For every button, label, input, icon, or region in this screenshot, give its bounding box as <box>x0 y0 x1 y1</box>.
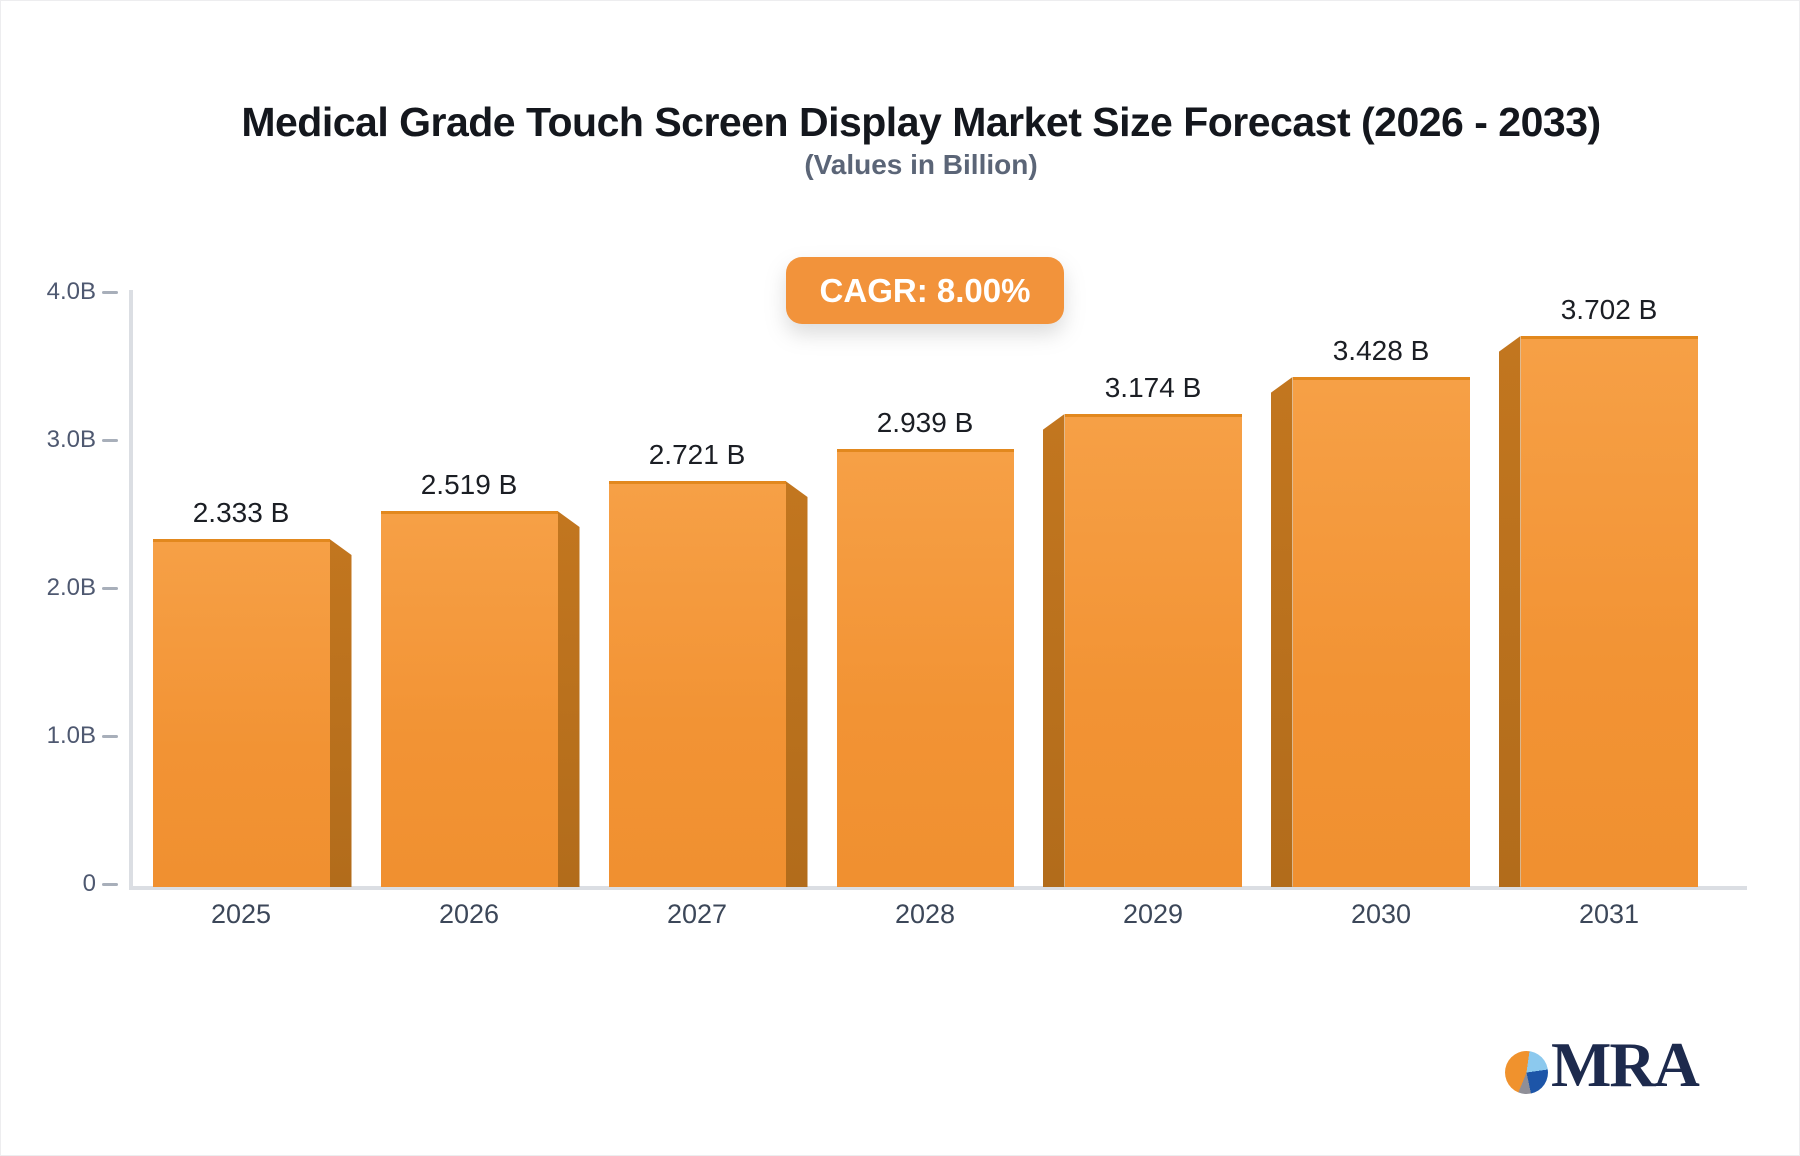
y-axis-tick-label: 4.0B <box>46 278 96 305</box>
y-axis-tick-label: 2.0B <box>46 574 96 601</box>
bar-value-label: 3.702 B <box>1560 294 1658 325</box>
x-axis-category-label: 2025 <box>210 899 272 929</box>
y-axis-tick-label: 1.0B <box>46 722 96 749</box>
cagr-badge: CAGR: 8.00% <box>786 257 1064 324</box>
x-axis-category-label: 2027 <box>666 899 728 929</box>
bar-value-label: 2.721 B <box>648 439 746 470</box>
bar-2030 <box>1292 377 1470 887</box>
bar-value-label: 3.174 B <box>1104 372 1202 403</box>
x-axis-category-label: 2026 <box>438 899 500 929</box>
y-axis-tick-mark <box>102 883 118 886</box>
y-axis-tick-mark <box>102 587 118 590</box>
y-axis-tick-mark <box>102 291 118 294</box>
y-axis-tick-mark <box>102 439 118 442</box>
y-axis-tick-mark <box>102 735 118 738</box>
chart-subtitle: (Values in Billion) <box>804 149 1038 180</box>
pie-chart-icon <box>1505 1050 1548 1094</box>
bar-value-label: 2.939 B <box>876 407 974 438</box>
x-axis-category-label: 2028 <box>894 899 956 929</box>
bar-2029 <box>1064 414 1242 887</box>
y-axis-tick-label: 3.0B <box>46 426 96 453</box>
bar-3d-side <box>557 511 580 887</box>
bar-3d-side <box>329 539 352 887</box>
y-axis-line <box>129 290 133 890</box>
bar-3d-side <box>785 481 808 887</box>
mra-logo: MRA <box>1505 1029 1700 1100</box>
y-axis-tick-label: 0 <box>82 870 96 897</box>
bar-2028 <box>836 449 1014 887</box>
x-axis-category-label: 2030 <box>1350 899 1412 929</box>
bar-3d-side <box>1498 336 1521 887</box>
bar-3d-side <box>1270 377 1293 887</box>
bar-3d-side <box>1042 414 1065 887</box>
bar-2026 <box>380 511 558 887</box>
x-axis-category-label: 2029 <box>1122 899 1184 929</box>
bar-value-label: 3.428 B <box>1332 335 1430 366</box>
logo-text: MRA <box>1551 1029 1700 1100</box>
bar-2031 <box>1520 336 1698 887</box>
x-axis-line <box>129 886 1747 890</box>
x-axis-category-label: 2031 <box>1578 899 1640 929</box>
bar-2025 <box>152 539 330 887</box>
bar-2027 <box>608 481 786 887</box>
bar-value-label: 2.333 B <box>192 497 290 528</box>
chart-title: Medical Grade Touch Screen Display Marke… <box>241 99 1601 145</box>
bar-value-label: 2.519 B <box>420 469 518 500</box>
